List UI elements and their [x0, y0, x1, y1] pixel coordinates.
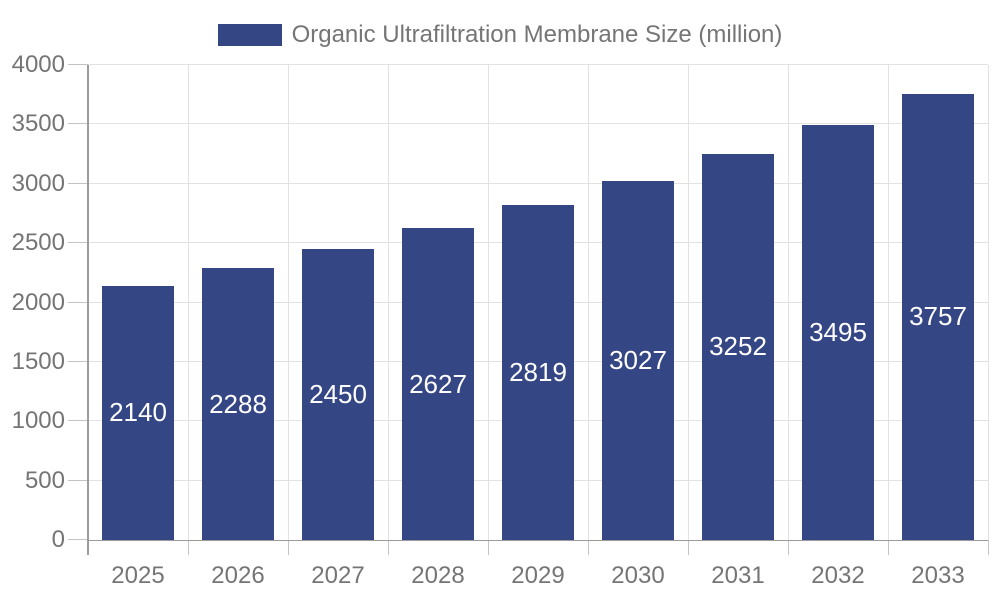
y-tick-mark — [68, 182, 88, 184]
y-tick-mark — [68, 539, 88, 540]
bar-2026[interactable]: 2288 — [202, 268, 274, 540]
x-tick-mark — [288, 540, 289, 555]
x-tick-mark — [488, 540, 489, 555]
x-tick-mark — [188, 540, 189, 555]
y-tick-mark — [68, 420, 88, 422]
y-tick-label: 4000 — [11, 51, 65, 78]
y-gridline — [88, 182, 988, 184]
x-tick-label: 2028 — [411, 562, 465, 589]
x-tick-mark — [988, 540, 989, 555]
x-tick-mark — [788, 540, 789, 555]
x-gridline — [288, 65, 289, 540]
x-tick-label: 2027 — [311, 562, 365, 589]
bar-value-label: 2140 — [109, 397, 167, 428]
x-gridline — [388, 65, 389, 540]
x-gridline — [888, 65, 889, 540]
y-axis-line — [87, 65, 89, 555]
x-tick-label: 2032 — [811, 562, 865, 589]
bar-2027[interactable]: 2450 — [302, 249, 374, 540]
bar-2025[interactable]: 2140 — [102, 285, 174, 540]
bar-2030[interactable]: 3027 — [602, 180, 674, 540]
x-gridline — [788, 65, 789, 540]
bar-value-label: 3252 — [709, 331, 767, 362]
y-tick-label: 2000 — [11, 288, 65, 316]
bar-value-label: 3757 — [909, 301, 967, 332]
y-tick-label: 1500 — [11, 347, 65, 375]
bar-2031[interactable]: 3252 — [702, 153, 774, 540]
y-tick-label: 2500 — [11, 229, 65, 257]
y-tick-mark — [68, 242, 88, 244]
y-tick-label: 0 — [51, 526, 65, 553]
bar-value-label: 2819 — [509, 357, 567, 388]
bar-value-label: 3495 — [809, 316, 867, 347]
x-tick-mark — [388, 540, 389, 555]
bar-2032[interactable]: 3495 — [802, 124, 874, 540]
x-gridline — [988, 65, 989, 540]
x-tick-label: 2025 — [111, 562, 165, 589]
x-tick-label: 2031 — [711, 562, 765, 589]
x-tick-label: 2033 — [911, 562, 965, 589]
y-tick-label: 500 — [24, 466, 65, 494]
y-tick-mark — [68, 123, 88, 125]
bar-2029[interactable]: 2819 — [502, 205, 574, 540]
y-tick-mark — [68, 360, 88, 362]
bar-2028[interactable]: 2627 — [402, 228, 474, 540]
y-tick-label: 3000 — [11, 169, 65, 197]
x-axis-line — [87, 539, 988, 541]
plot-area: 0 500 1000 1500 2000 2500 3000 3500 4000 2140 2025… — [12, 52, 989, 589]
y-tick-mark — [68, 301, 88, 303]
bar-2033[interactable]: 3757 — [902, 93, 974, 540]
bar-value-label: 2627 — [409, 368, 467, 399]
x-gridline — [688, 65, 689, 540]
x-gridline — [188, 65, 189, 540]
x-tick-label: 2029 — [511, 562, 565, 589]
y-tick-label: 3500 — [11, 110, 65, 138]
legend-label: Organic Ultrafiltration Membrane Size (m… — [291, 21, 783, 48]
x-gridline — [588, 65, 589, 540]
x-tick-mark — [688, 540, 689, 555]
x-tick-mark — [888, 540, 889, 555]
x-gridline — [488, 65, 489, 540]
bar-value-label: 2450 — [309, 379, 367, 410]
bar-value-label: 3027 — [609, 344, 667, 375]
x-tick-label: 2026 — [211, 562, 265, 589]
legend-swatch — [217, 24, 282, 46]
x-tick-label: 2030 — [611, 562, 665, 589]
legend-item[interactable]: Organic Ultrafiltration Membrane Size (m… — [0, 21, 1000, 49]
y-tick-mark — [68, 479, 88, 481]
y-gridline — [88, 64, 988, 65]
y-gridline — [88, 123, 988, 125]
bar-value-label: 2288 — [209, 388, 267, 419]
y-tick-mark — [68, 64, 88, 65]
x-tick-mark — [588, 540, 589, 555]
y-tick-label: 1000 — [11, 407, 65, 435]
